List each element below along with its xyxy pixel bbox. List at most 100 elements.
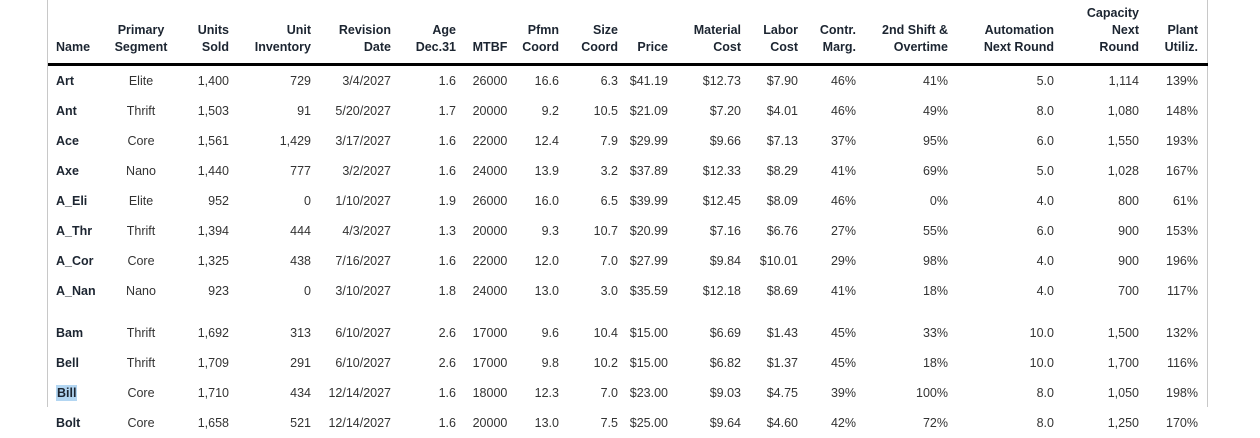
col-header-price: Price	[628, 3, 678, 66]
cell-mtbf: 17000	[472, 355, 508, 370]
table-header: Name Primary Segment Units Sold Unit Inventory…	[48, 3, 1208, 66]
product-row-axe: Axe Nano 1,440 777 3/2/2027 1.6 24000 13.9 3.2 $3…	[48, 156, 1208, 186]
col-header-units-sold: Units Sold	[181, 3, 239, 66]
cell-revision-date: 3/4/2027	[342, 73, 391, 88]
cell-pfmn-coord: 12.4	[534, 133, 559, 148]
cell-second-shift-overtime: 49%	[922, 103, 948, 118]
cell-plant-utiliz: 193%	[1166, 133, 1198, 148]
cell-pfmn-coord: 13.0	[534, 283, 559, 298]
cell-capacity-next-round: 1,050	[1107, 385, 1139, 400]
cell-second-shift-overtime: 55%	[922, 223, 948, 238]
product-row-bill: Bill Core 1,710 434 12/14/2027 1.6 18000 12.3 7.…	[48, 378, 1208, 408]
cell-second-shift-overtime: 18%	[922, 355, 948, 370]
cell-unit-inventory: 313	[290, 325, 311, 340]
cell-material-cost: $9.66	[709, 133, 741, 148]
cell-labor-cost: $4.01	[766, 103, 798, 118]
cell-unit-inventory: 291	[290, 355, 311, 370]
product-row-bell: Bell Thrift 1,709 291 6/10/2027 2.6 17000 9.8 10…	[48, 348, 1208, 378]
cell-units-sold: 952	[208, 193, 229, 208]
cell-price: $20.99	[629, 223, 668, 238]
cell-mtbf: 20000	[472, 415, 508, 430]
cell-material-cost: $6.82	[709, 355, 741, 370]
cell-unit-inventory: 434	[290, 385, 311, 400]
col-header-second-shift-overtime: 2nd Shift & Overtime	[866, 3, 958, 66]
col-header-automation-next-round: Automation Next Round	[958, 3, 1064, 66]
cell-capacity-next-round: 700	[1118, 283, 1139, 298]
cell-pfmn-coord: 9.6	[541, 325, 559, 340]
cell-contr-marg: 39%	[830, 385, 856, 400]
cell-revision-date: 4/3/2027	[342, 223, 391, 238]
table-body: Art Elite 1,400 729 3/4/2027 1.6 26000 16.6 6.3 $…	[48, 64, 1208, 438]
cell-automation-next-round: 5.0	[1036, 163, 1054, 178]
cell-size-coord: 7.0	[600, 385, 618, 400]
cell-material-cost: $9.03	[709, 385, 741, 400]
cell-size-coord: 10.5	[593, 103, 618, 118]
cell-units-sold: 1,325	[197, 253, 229, 268]
cell-labor-cost: $7.90	[766, 73, 798, 88]
report-table-frame: Name Primary Segment Units Sold Unit Inventory…	[47, 0, 1208, 430]
col-header-pfmn-coord: Pfmn Coord	[514, 3, 569, 66]
cell-material-cost: $12.73	[702, 73, 741, 88]
cell-unit-inventory: 438	[290, 253, 311, 268]
cell-labor-cost: $8.09	[766, 193, 798, 208]
cell-revision-date: 6/10/2027	[335, 325, 391, 340]
cell-automation-next-round: 4.0	[1036, 253, 1054, 268]
cell-price: $15.00	[629, 355, 668, 370]
cell-units-sold: 923	[208, 283, 229, 298]
cell-primary-segment: Core	[127, 253, 155, 268]
cell-size-coord: 6.3	[600, 73, 618, 88]
cell-name: A_Cor	[56, 253, 94, 268]
cell-plant-utiliz: 196%	[1166, 253, 1198, 268]
cell-automation-next-round: 6.0	[1036, 133, 1054, 148]
cell-labor-cost: $4.60	[766, 415, 798, 430]
product-row-a_cor: A_Cor Core 1,325 438 7/16/2027 1.6 22000 12.0 7.…	[48, 246, 1208, 276]
cell-size-coord: 10.4	[593, 325, 618, 340]
cell-size-coord: 3.2	[600, 163, 618, 178]
cell-unit-inventory: 91	[297, 103, 311, 118]
cell-second-shift-overtime: 100%	[916, 385, 948, 400]
cell-capacity-next-round: 1,550	[1107, 133, 1139, 148]
cell-pfmn-coord: 9.3	[541, 223, 559, 238]
cell-revision-date: 3/10/2027	[335, 283, 391, 298]
cell-primary-segment: Thrift	[126, 223, 156, 238]
cell-unit-inventory: 0	[304, 193, 311, 208]
cell-plant-utiliz: 116%	[1166, 355, 1198, 370]
cell-mtbf: 20000	[472, 103, 508, 118]
cell-contr-marg: 46%	[830, 73, 856, 88]
product-row-ant: Ant Thrift 1,503 91 5/20/2027 1.7 20000 9.2 10.5…	[48, 96, 1208, 126]
cell-capacity-next-round: 1,114	[1108, 73, 1139, 88]
cell-plant-utiliz: 170%	[1166, 415, 1198, 430]
cell-size-coord: 7.0	[600, 253, 618, 268]
cell-name: A_Nan	[56, 283, 96, 298]
cell-contr-marg: 46%	[830, 103, 856, 118]
cell-capacity-next-round: 900	[1118, 253, 1139, 268]
cell-material-cost: $9.64	[709, 415, 741, 430]
cell-second-shift-overtime: 18%	[922, 283, 948, 298]
cell-units-sold: 1,503	[197, 103, 229, 118]
cell-capacity-next-round: 1,700	[1107, 355, 1139, 370]
cell-revision-date: 1/10/2027	[335, 193, 391, 208]
cell-automation-next-round: 8.0	[1036, 385, 1054, 400]
cell-age-dec31: 1.3	[438, 223, 456, 238]
cell-primary-segment: Core	[127, 133, 155, 148]
cell-automation-next-round: 6.0	[1036, 223, 1054, 238]
product-row-bolt: Bolt Core 1,658 521 12/14/2027 1.6 20000 13.0 7.…	[48, 408, 1208, 438]
cell-age-dec31: 2.6	[438, 355, 456, 370]
cell-capacity-next-round: 1,500	[1107, 325, 1139, 340]
cell-primary-segment: Core	[127, 415, 155, 430]
cell-unit-inventory: 0	[304, 283, 311, 298]
cell-age-dec31: 1.6	[438, 415, 456, 430]
cell-size-coord: 10.2	[593, 355, 618, 370]
cell-automation-next-round: 4.0	[1036, 283, 1054, 298]
cell-age-dec31: 1.6	[438, 133, 456, 148]
product-row-a_eli: A_Eli Elite 952 0 1/10/2027 1.9 26000 16.0 6.5 $3…	[48, 186, 1208, 216]
col-header-labor-cost: Labor Cost	[751, 3, 808, 66]
cell-contr-marg: 45%	[830, 355, 856, 370]
cell-units-sold: 1,394	[197, 223, 229, 238]
cell-price: $35.59	[629, 283, 668, 298]
cell-name: A_Eli	[56, 193, 88, 208]
cell-plant-utiliz: 117%	[1166, 283, 1198, 298]
cell-price: $25.00	[629, 415, 668, 430]
cell-automation-next-round: 4.0	[1036, 193, 1054, 208]
production-analysis-table: Name Primary Segment Units Sold Unit Inventory…	[48, 3, 1208, 438]
